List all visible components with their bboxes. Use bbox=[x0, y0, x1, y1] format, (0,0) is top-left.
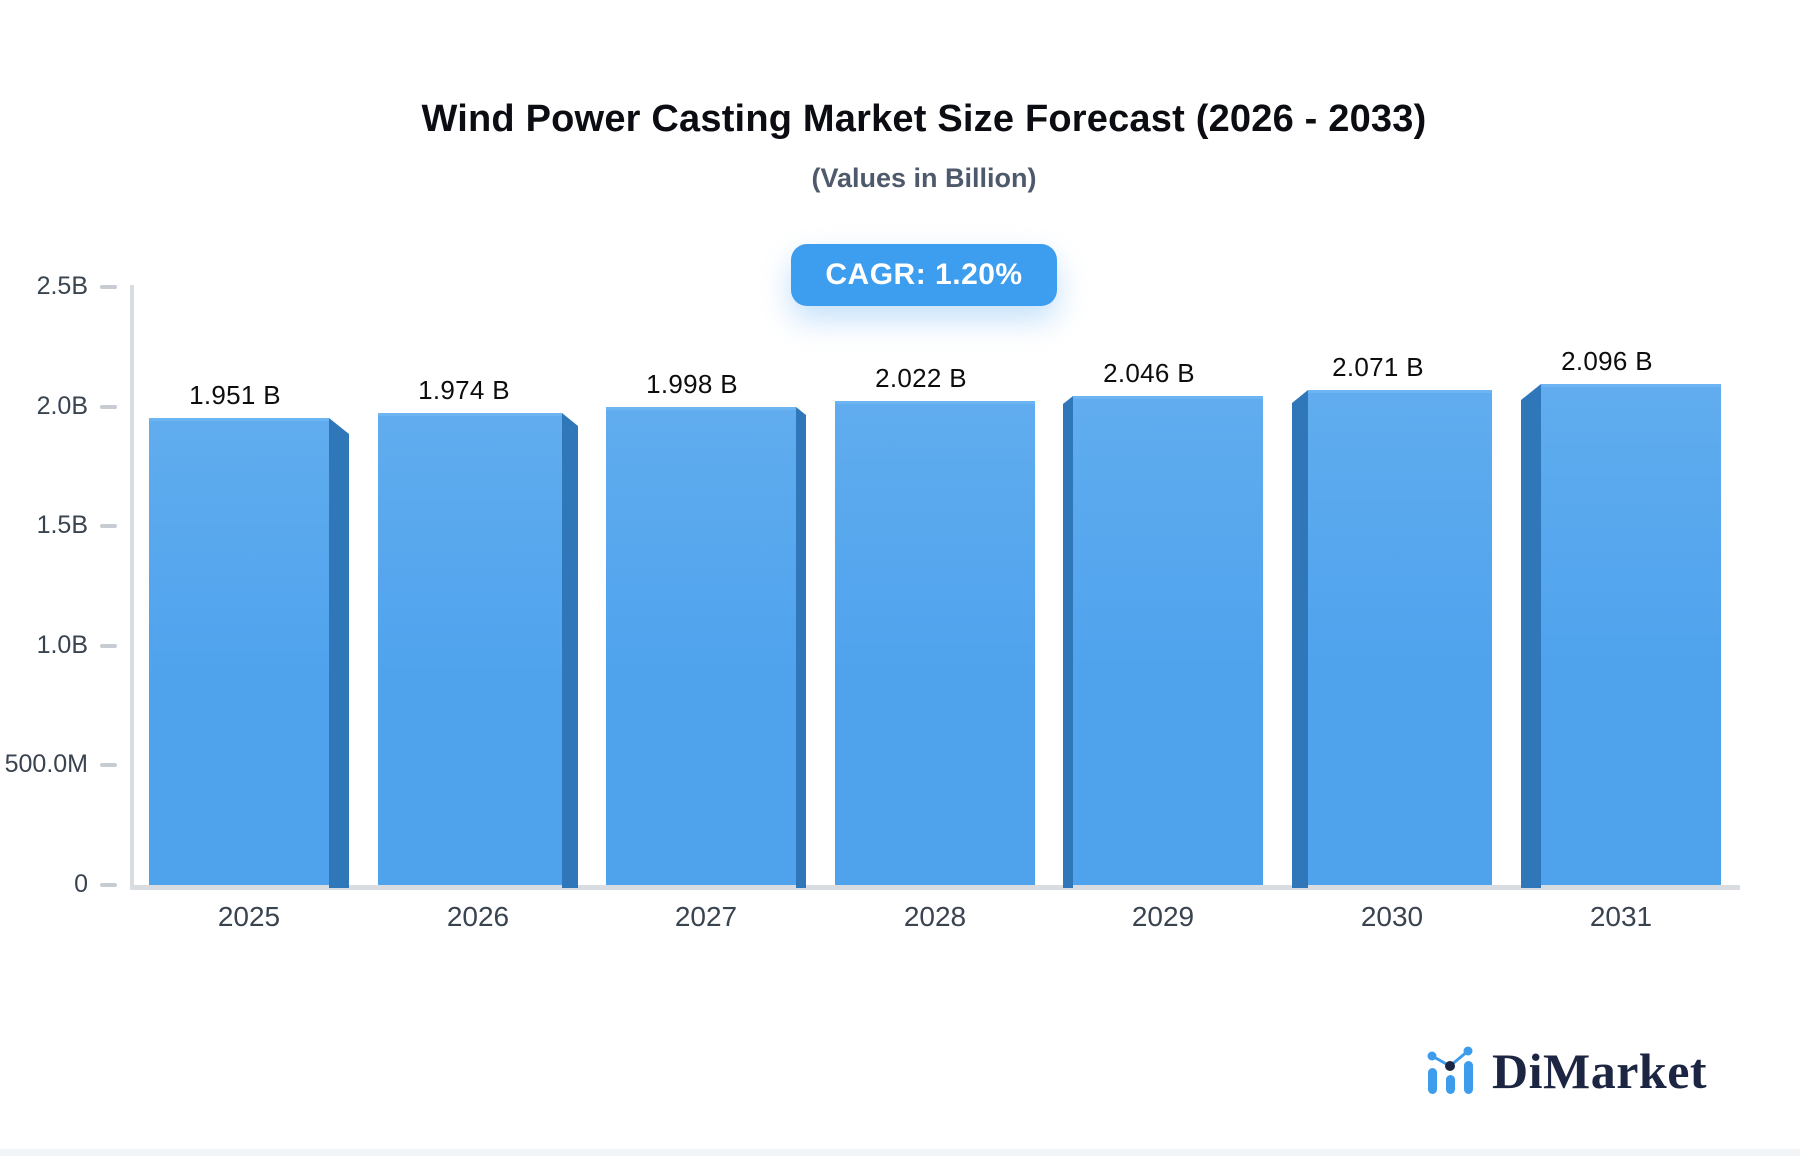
chart-subtitle: (Values in Billion) bbox=[811, 163, 1037, 193]
bar-value-label: 1.974 B bbox=[418, 375, 510, 405]
bar-side-2026 bbox=[562, 413, 578, 888]
y-axis-tick-label: 500.0M bbox=[4, 750, 88, 778]
bar-value-label: 2.071 B bbox=[1332, 352, 1424, 382]
dimarket-logo: DiMarket bbox=[1424, 1042, 1707, 1100]
y-axis-tick bbox=[100, 405, 117, 409]
bar-2031[interactable] bbox=[1541, 384, 1721, 885]
x-axis-label: 2025 bbox=[217, 901, 281, 932]
dimarket-logo-text: DiMarket bbox=[1492, 1043, 1708, 1099]
y-axis-line bbox=[130, 285, 134, 890]
x-axis-label: 2029 bbox=[1131, 901, 1195, 932]
bar-2029[interactable] bbox=[1073, 396, 1263, 885]
y-axis-tick-label: 0 bbox=[74, 870, 88, 898]
y-axis-tick-label: 1.0B bbox=[36, 631, 88, 659]
bar-side-2030 bbox=[1292, 390, 1308, 888]
bar-2028[interactable] bbox=[835, 401, 1035, 885]
bar-chart-trend-icon bbox=[1427, 1046, 1473, 1094]
y-axis-tick bbox=[100, 883, 117, 887]
cagr-badge: CAGR: 1.20% bbox=[791, 244, 1057, 306]
bar-value-label: 1.998 B bbox=[646, 369, 738, 399]
x-axis-line bbox=[130, 885, 1740, 890]
y-axis-tick bbox=[100, 285, 117, 289]
y-axis-tick bbox=[100, 524, 117, 528]
y-axis-tick bbox=[100, 763, 117, 767]
chart-title: Wind Power Casting Market Size Forecast … bbox=[421, 98, 1427, 140]
bar-side-2029 bbox=[1063, 396, 1073, 888]
bar-value-label: 2.096 B bbox=[1561, 346, 1653, 376]
bar-2025[interactable] bbox=[149, 418, 329, 885]
x-axis-label: 2028 bbox=[903, 901, 967, 932]
bar-side-2031 bbox=[1521, 384, 1541, 888]
bar-2027[interactable] bbox=[606, 407, 796, 885]
bar-value-label: 2.046 B bbox=[1103, 358, 1195, 388]
y-axis-tick-label: 2.0B bbox=[36, 392, 88, 420]
x-axis-label: 2031 bbox=[1589, 901, 1653, 932]
y-axis-tick-label: 2.5B bbox=[36, 272, 88, 300]
x-axis-label: 2030 bbox=[1360, 901, 1424, 932]
bar-value-label: 2.022 B bbox=[875, 363, 967, 393]
bar-2030[interactable] bbox=[1308, 390, 1492, 885]
bar-side-2027 bbox=[796, 407, 806, 888]
y-axis-tick bbox=[100, 644, 117, 648]
bar-side-2025 bbox=[329, 418, 349, 888]
x-axis-label: 2027 bbox=[674, 901, 738, 932]
bar-2026[interactable] bbox=[378, 413, 562, 885]
y-axis-tick-label: 1.5B bbox=[36, 511, 88, 539]
bottom-edge-strip bbox=[0, 1149, 1800, 1156]
x-axis-label: 2026 bbox=[446, 901, 510, 932]
chart-header: Wind Power Casting Market Size Forecast … bbox=[48, 98, 1800, 306]
bar-value-label: 1.951 B bbox=[189, 380, 281, 410]
